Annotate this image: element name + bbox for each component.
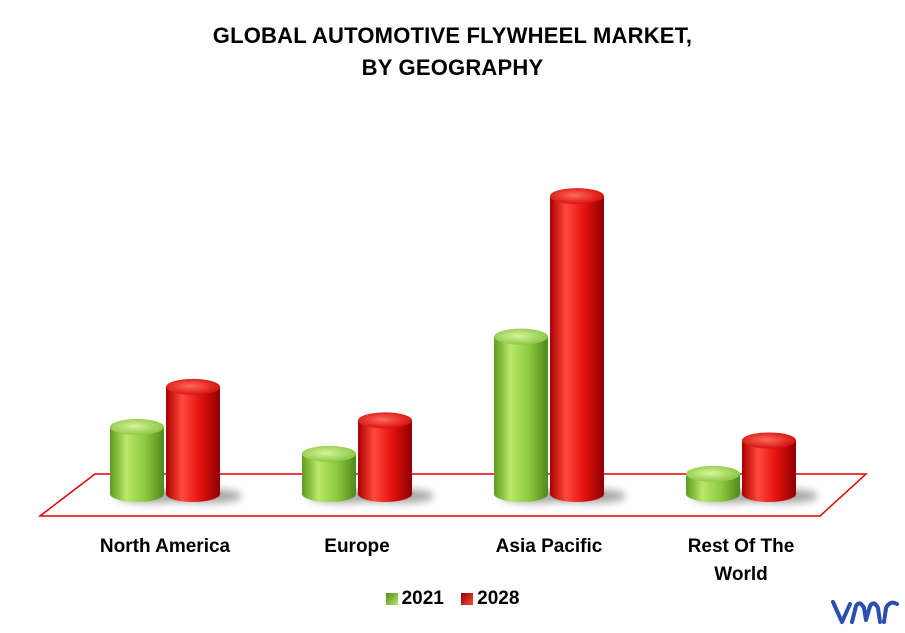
bar-2028-rest-of-the-world (742, 432, 818, 503)
legend-label-2021: 2021 (401, 588, 444, 609)
bar-body (166, 386, 220, 502)
category-label-rest-of-the-world: Rest Of The World (688, 536, 795, 585)
legend-item-2028: 2028 (461, 588, 519, 610)
bar-body (302, 453, 356, 502)
legend-swatch-2028-icon (461, 593, 474, 605)
legend-swatch-2021-icon (385, 593, 398, 605)
bar-2021-europe (302, 445, 378, 503)
bar-cap (494, 328, 548, 345)
bar-cap (358, 412, 412, 429)
chart-title: GLOBAL AUTOMOTIVE FLYWHEEL MARKET, BY GE… (0, 20, 905, 84)
bar-cap (550, 188, 604, 205)
chart-title-line-1: GLOBAL AUTOMOTIVE FLYWHEEL MARKET, (212, 23, 693, 48)
chart-title-line-2: BY GEOGRAPHY (361, 55, 544, 80)
vmr-logo-icon (831, 600, 899, 624)
bar-2021-rest-of-the-world (686, 465, 762, 503)
category-label-asia-pacific: Asia Pacific (496, 536, 603, 557)
bar-body (110, 427, 164, 502)
bar-2028-asia-pacific (550, 188, 626, 503)
legend: 2021 2028 (0, 588, 905, 611)
bar-cap (742, 432, 796, 449)
legend-label-2028: 2028 (477, 588, 520, 609)
bar-body (742, 440, 796, 502)
bar-cap (110, 419, 164, 436)
bar-cap (686, 465, 740, 482)
legend-item-2021: 2021 (385, 588, 444, 610)
bar-2028-europe (358, 412, 434, 503)
bar-cap (166, 378, 220, 395)
category-labels: North America Europe Asia Pacific Rest Of T… (100, 536, 794, 585)
category-label-europe: Europe (324, 536, 389, 557)
category-label-north-america: North America (100, 536, 231, 557)
bar-body (494, 336, 548, 502)
bar-body (686, 473, 740, 502)
bars-group (110, 188, 818, 503)
bar-body (358, 420, 412, 502)
chart-floor (37, 473, 868, 517)
bar-2021-asia-pacific (494, 328, 570, 503)
bar-cap (302, 445, 356, 462)
bar-2021-north-america (110, 419, 186, 503)
bar-2028-north-america (166, 378, 242, 503)
bar-body (550, 196, 604, 502)
